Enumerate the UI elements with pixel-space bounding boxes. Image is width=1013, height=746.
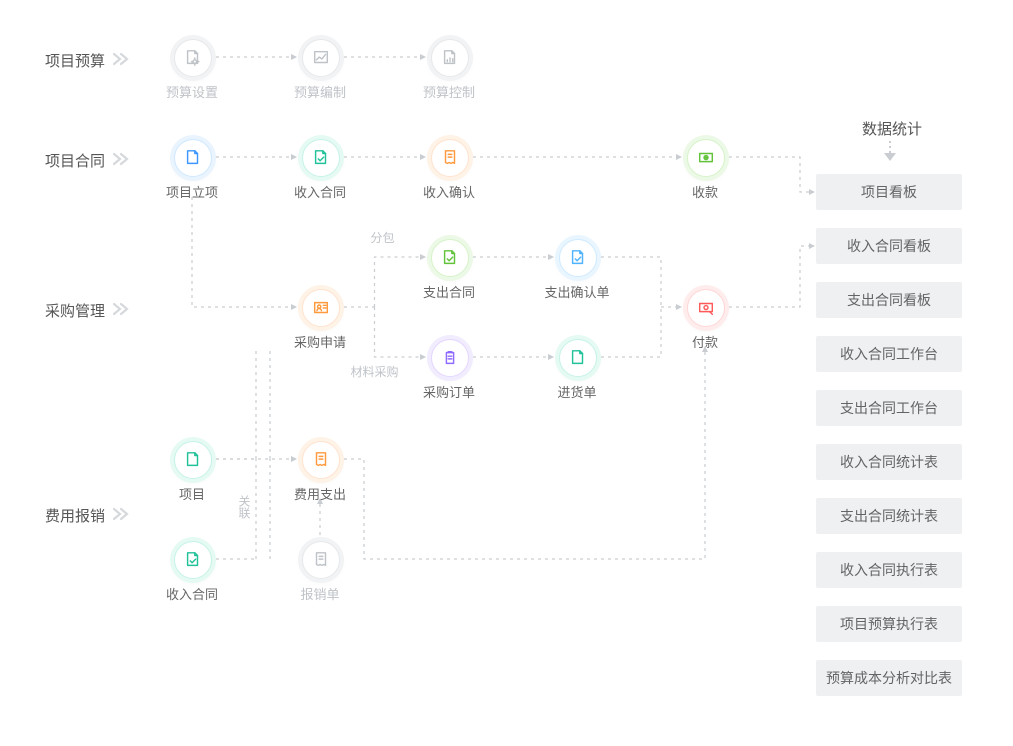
stats-button-1[interactable]: 收入合同看板 xyxy=(816,228,962,264)
node-purchase_order[interactable] xyxy=(431,339,469,377)
node-pay[interactable] xyxy=(687,289,725,327)
section-label-contract: 项目合同 xyxy=(45,150,105,171)
node-project[interactable] xyxy=(174,441,212,479)
node-expense_contract[interactable] xyxy=(431,239,469,277)
node-label-purchase_order: 采购订单 xyxy=(423,382,475,401)
node-expense_out[interactable] xyxy=(302,441,340,479)
node-label-income_contract2: 收入合同 xyxy=(166,584,218,603)
stats-button-9[interactable]: 预算成本分析对比表 xyxy=(816,660,962,696)
node-label-reimburse: 报销单 xyxy=(300,584,339,603)
node-budget_compile[interactable] xyxy=(302,39,340,77)
node-label-project_setup: 项目立项 xyxy=(166,182,218,201)
node-label-pay: 付款 xyxy=(692,332,718,351)
node-label-expense_out: 费用支出 xyxy=(294,484,346,503)
node-label-expense_contract: 支出合同 xyxy=(423,282,475,301)
stats-button-5[interactable]: 收入合同统计表 xyxy=(816,444,962,480)
node-label-project: 项目 xyxy=(179,484,205,503)
node-label-budget_setup: 预算设置 xyxy=(166,82,218,101)
stats-title: 数据统计 xyxy=(862,118,922,139)
node-income_contract[interactable] xyxy=(302,139,340,177)
node-stock_in[interactable] xyxy=(559,339,597,377)
stats-button-3[interactable]: 收入合同工作台 xyxy=(816,336,962,372)
node-label-stock_in: 进货单 xyxy=(557,382,596,401)
node-reimburse[interactable] xyxy=(302,541,340,579)
node-label-receive: 收款 xyxy=(692,182,718,201)
node-receive[interactable] xyxy=(687,139,725,177)
section-label-purchase: 采购管理 xyxy=(45,300,105,321)
stats-button-8[interactable]: 项目预算执行表 xyxy=(816,606,962,642)
node-label-budget_compile: 预算编制 xyxy=(294,82,346,101)
section-label-budget: 项目预算 xyxy=(45,50,105,71)
node-label-expense_confirm: 支出确认单 xyxy=(544,282,609,301)
section-label-expense: 费用报销 xyxy=(45,505,105,526)
node-income_contract2[interactable] xyxy=(174,541,212,579)
diagram-canvas: 项目预算项目合同采购管理费用报销预算设置预算编制预算控制项目立项收入合同收入确认… xyxy=(0,0,1013,746)
node-project_setup[interactable] xyxy=(174,139,212,177)
node-income_confirm[interactable] xyxy=(431,139,469,177)
stats-button-7[interactable]: 收入合同执行表 xyxy=(816,552,962,588)
join-label: 关联 xyxy=(236,495,253,519)
stats-button-2[interactable]: 支出合同看板 xyxy=(816,282,962,318)
node-label-income_confirm: 收入确认 xyxy=(423,182,475,201)
node-expense_confirm[interactable] xyxy=(559,239,597,277)
stats-button-6[interactable]: 支出合同统计表 xyxy=(816,498,962,534)
node-budget_setup[interactable] xyxy=(174,39,212,77)
node-purchase_req[interactable] xyxy=(302,289,340,327)
node-budget_control[interactable] xyxy=(431,39,469,77)
node-label-income_contract: 收入合同 xyxy=(294,182,346,201)
node-label-budget_control: 预算控制 xyxy=(423,82,475,101)
node-label-purchase_req: 采购申请 xyxy=(294,332,346,351)
stats-button-0[interactable]: 项目看板 xyxy=(816,174,962,210)
stats-button-4[interactable]: 支出合同工作台 xyxy=(816,390,962,426)
